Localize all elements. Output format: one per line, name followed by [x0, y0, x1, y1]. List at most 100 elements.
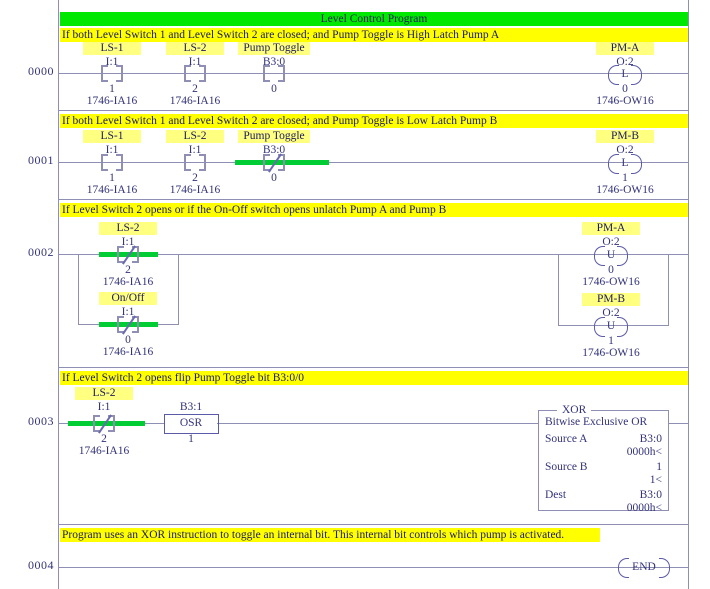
rung-wire-0001 — [58, 162, 689, 163]
rung-wire-0002 — [58, 254, 689, 255]
bit-label: 0 — [271, 172, 277, 184]
coil-letter: L — [621, 68, 629, 80]
out-branch-left-vertical — [558, 254, 559, 325]
tag-label: On/Off — [99, 292, 157, 305]
xor-mnemonic: XOR — [557, 404, 592, 417]
xio-slash-icon — [266, 153, 283, 172]
rung-number-0001: 0001 — [28, 153, 54, 167]
rung-comment-0002: If Level Switch 2 opens or if the On-Off… — [60, 203, 688, 217]
out-branch-bottom-wire — [558, 325, 669, 326]
tag-label: LS-2 — [99, 222, 157, 235]
right-power-rail — [688, 0, 689, 589]
module-label: 1746-OW16 — [596, 95, 654, 107]
bit-label: 0 — [608, 264, 614, 276]
left-power-rail — [58, 0, 59, 589]
contact-xio-pump-toggle[interactable] — [263, 154, 285, 171]
bit-label: 0 — [622, 83, 628, 95]
rung-comment-0000: If both Level Switch 1 and Level Switch … — [60, 28, 688, 42]
xor-operand-display: 0000h< — [626, 446, 662, 458]
tag-label: PM-B — [582, 293, 640, 306]
rung-separator — [58, 110, 689, 111]
tag-label: Pump Toggle — [238, 42, 310, 55]
bit-label: 2 — [192, 83, 198, 95]
coil-otl-pmb[interactable]: L — [608, 154, 642, 174]
instruction-osr[interactable]: OSR — [163, 413, 219, 434]
contact-xic-pump-toggle[interactable] — [263, 65, 285, 82]
tag-label: PM-B — [596, 130, 654, 143]
module-label: 1746-OW16 — [582, 347, 640, 359]
xor-description: Bitwise Exclusive OR — [545, 416, 648, 428]
osr-label: OSR — [179, 417, 203, 429]
coil-otl-pma[interactable]: L — [608, 65, 642, 85]
tag-label: PM-A — [596, 42, 654, 55]
module-label: 1746-OW16 — [582, 276, 640, 288]
rung-separator — [58, 367, 689, 368]
module-label: 1746-IA16 — [86, 184, 138, 196]
contact-xic-ls1[interactable] — [101, 154, 123, 171]
xor-operand-display: 0000h< — [626, 502, 662, 514]
xor-operand-label: Source B — [545, 461, 588, 473]
address-label: O:2 — [616, 144, 634, 156]
module-label: 1746-OW16 — [596, 184, 654, 196]
rung-wire-0003 — [58, 423, 689, 424]
bit-label: 1 — [109, 83, 115, 95]
xor-operand-value: B3:0 — [639, 433, 662, 445]
out-branch-right-vertical — [668, 254, 669, 325]
coil-otu-pma[interactable]: U — [594, 246, 628, 266]
module-label: 1746-IA16 — [169, 184, 221, 196]
address-label: I:1 — [188, 144, 202, 156]
xor-operand-value: 1 — [656, 461, 662, 473]
address-label: I:1 — [105, 56, 119, 68]
bit-label: 2 — [192, 172, 198, 184]
tag-label: PM-A — [582, 222, 640, 235]
address-label: O:2 — [616, 56, 634, 68]
osr-bit-label: 1 — [188, 433, 194, 445]
rung-number-0004: 0004 — [28, 558, 54, 572]
bit-label: 2 — [101, 433, 107, 445]
tag-label: LS-1 — [83, 130, 141, 143]
bit-label: 0 — [125, 334, 131, 346]
rung-wire-0004 — [58, 567, 689, 568]
tag-label: LS-2 — [166, 42, 224, 55]
bit-label: 2 — [125, 264, 131, 276]
module-label: 1746-IA16 — [169, 95, 221, 107]
rung-number-0003: 0003 — [28, 414, 54, 428]
footer-comment: Program uses an XOR instruction to toggl… — [60, 528, 600, 542]
xor-operand-display: 1< — [649, 474, 662, 486]
coil-otu-pmb[interactable]: U — [594, 317, 628, 337]
rung-comment-0001: If both Level Switch 1 and Level Switch … — [60, 114, 688, 128]
coil-letter: U — [606, 320, 616, 332]
contact-xio-ls2[interactable] — [93, 415, 115, 432]
xio-slash-icon — [120, 315, 137, 334]
module-label: 1746-IA16 — [102, 276, 154, 288]
rung-number-0002: 0002 — [28, 245, 54, 259]
tag-label: Pump Toggle — [238, 130, 310, 143]
xor-operand-label: Dest — [545, 489, 567, 501]
address-label: I:1 — [188, 56, 202, 68]
tag-label: LS-2 — [75, 387, 133, 400]
xor-operand-value: B3:0 — [639, 489, 662, 501]
address-label: O:2 — [602, 236, 620, 248]
contact-xic-ls1[interactable] — [101, 65, 123, 82]
osr-address-label: B3:1 — [179, 401, 203, 413]
address-label: I:1 — [97, 401, 111, 413]
bit-label: 1 — [622, 172, 628, 184]
coil-letter: L — [621, 157, 629, 169]
bit-label: 1 — [109, 172, 115, 184]
instruction-xor[interactable]: XOR Bitwise Exclusive OR Source A B3:0 0… — [538, 404, 669, 514]
contact-xic-ls2[interactable] — [184, 65, 206, 82]
module-label: 1746-IA16 — [78, 445, 130, 457]
address-label: I:1 — [105, 144, 119, 156]
xio-slash-icon — [120, 245, 137, 264]
coil-end: END — [618, 558, 670, 578]
rung-separator — [58, 524, 689, 525]
contact-xio-ls2[interactable] — [117, 246, 139, 263]
rung-wire-0000 — [58, 73, 689, 74]
tag-label: LS-2 — [166, 130, 224, 143]
contact-xic-ls2[interactable] — [184, 154, 206, 171]
contact-xio-onoff[interactable] — [117, 316, 139, 333]
rung-comment-0003: If Level Switch 2 opens flip Pump Toggle… — [60, 371, 688, 385]
module-label: 1746-IA16 — [86, 95, 138, 107]
branch-right-vertical — [178, 254, 179, 324]
